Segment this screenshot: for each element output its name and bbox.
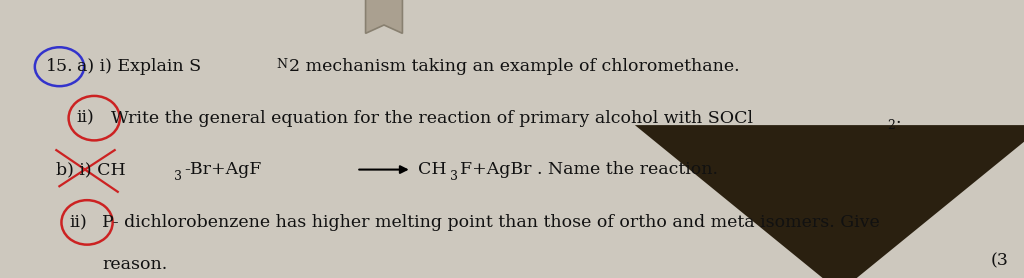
Text: 2: 2 bbox=[887, 119, 895, 131]
Polygon shape bbox=[635, 125, 1024, 278]
Text: $\mathregular{N}$: $\mathregular{N}$ bbox=[276, 57, 289, 71]
Text: 15.: 15. bbox=[46, 58, 74, 75]
Text: ii): ii) bbox=[77, 110, 94, 127]
Text: 3: 3 bbox=[174, 170, 182, 183]
Text: P- dichlorobenzene has higher melting point than those of ortho and meta isomers: P- dichlorobenzene has higher melting po… bbox=[102, 214, 881, 231]
Text: 2 mechanism taking an example of chloromethane.: 2 mechanism taking an example of chlorom… bbox=[289, 58, 739, 75]
Text: 3: 3 bbox=[450, 170, 458, 183]
Text: ii): ii) bbox=[70, 214, 87, 231]
Text: CH: CH bbox=[418, 161, 446, 178]
Text: a) i) Explain S: a) i) Explain S bbox=[77, 58, 201, 75]
Text: Write the general equation for the reaction of primary alcohol with SOCl: Write the general equation for the react… bbox=[111, 110, 753, 127]
Polygon shape bbox=[366, 0, 402, 33]
Text: .: . bbox=[895, 110, 900, 127]
Text: reason.: reason. bbox=[102, 255, 168, 273]
Text: b) i) CH: b) i) CH bbox=[56, 161, 126, 178]
Text: F+AgBr . Name the reaction.: F+AgBr . Name the reaction. bbox=[460, 161, 718, 178]
Text: -Br+AgF: -Br+AgF bbox=[184, 161, 262, 178]
Text: (3: (3 bbox=[991, 253, 1009, 270]
